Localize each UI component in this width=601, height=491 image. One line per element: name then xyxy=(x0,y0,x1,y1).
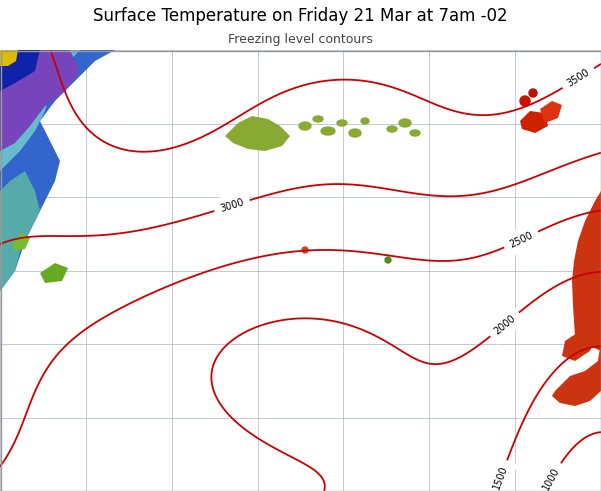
Ellipse shape xyxy=(387,126,397,132)
Ellipse shape xyxy=(337,120,347,126)
Ellipse shape xyxy=(299,122,311,130)
Ellipse shape xyxy=(313,116,323,122)
Text: 2000: 2000 xyxy=(492,313,517,336)
Text: 3500: 3500 xyxy=(566,67,591,89)
Polygon shape xyxy=(225,116,290,151)
Polygon shape xyxy=(40,263,68,283)
Ellipse shape xyxy=(399,119,411,127)
Circle shape xyxy=(520,96,530,106)
Text: 2500: 2500 xyxy=(508,230,534,249)
Polygon shape xyxy=(0,50,115,491)
Polygon shape xyxy=(552,341,601,406)
Ellipse shape xyxy=(321,127,335,135)
Circle shape xyxy=(302,247,308,253)
Polygon shape xyxy=(0,50,18,66)
Circle shape xyxy=(385,257,391,263)
Text: 3000: 3000 xyxy=(219,197,245,214)
Polygon shape xyxy=(0,171,40,391)
Ellipse shape xyxy=(349,129,361,137)
Text: 1000: 1000 xyxy=(542,466,562,491)
Polygon shape xyxy=(562,271,601,361)
Text: Surface Temperature on Friday 21 Mar at 7am -02: Surface Temperature on Friday 21 Mar at … xyxy=(93,7,508,25)
Circle shape xyxy=(529,89,537,97)
Ellipse shape xyxy=(410,130,420,136)
Polygon shape xyxy=(572,191,601,351)
Polygon shape xyxy=(12,233,30,251)
Polygon shape xyxy=(0,50,80,271)
Polygon shape xyxy=(540,101,562,123)
Polygon shape xyxy=(520,111,548,133)
Polygon shape xyxy=(0,50,80,151)
Ellipse shape xyxy=(361,118,369,124)
Text: Freezing level contours: Freezing level contours xyxy=(228,32,373,46)
Text: 1500: 1500 xyxy=(492,464,510,491)
Polygon shape xyxy=(0,50,40,91)
